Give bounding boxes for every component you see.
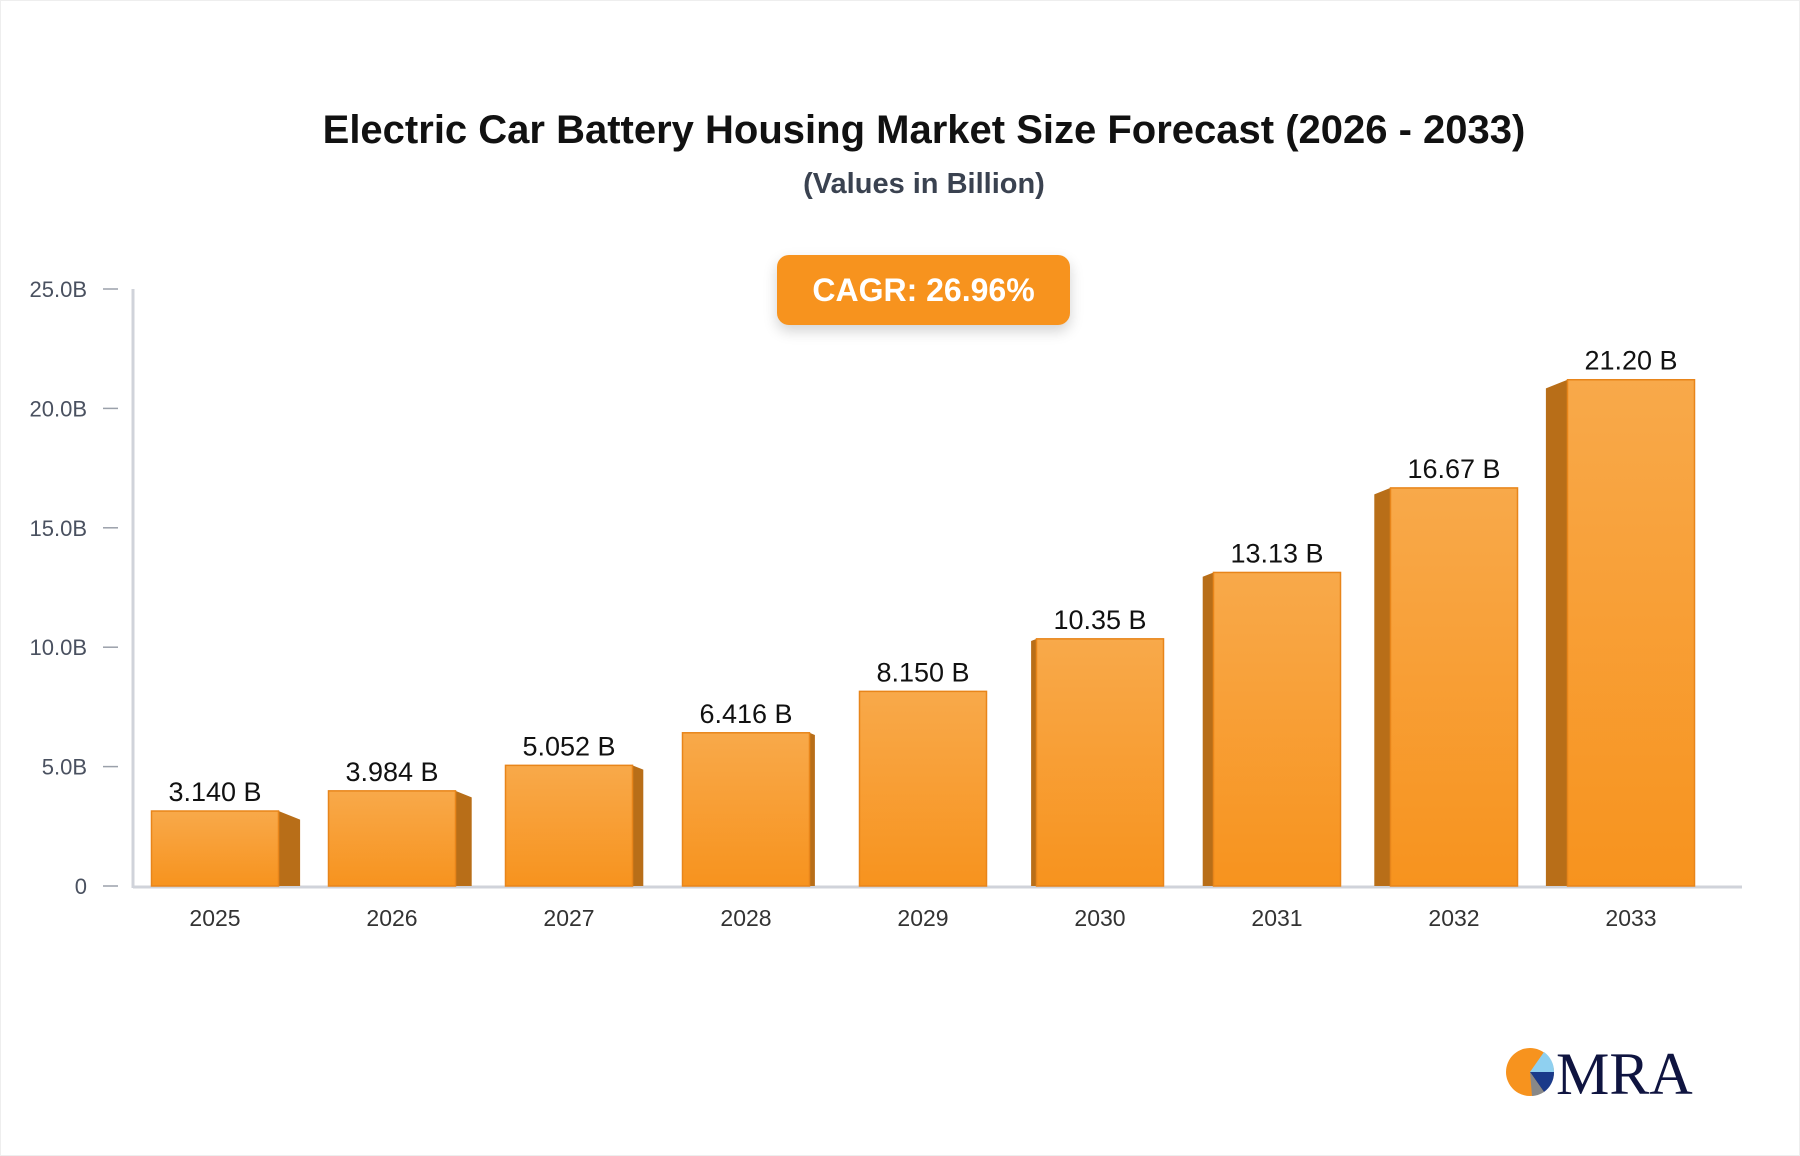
bar [1566,378,1696,887]
y-tick-label: 0 [75,874,87,899]
bar [327,790,457,887]
svg-text:MRA: MRA [1556,1041,1693,1100]
bar [150,810,280,887]
chart-subtitle: (Values in Billion) [803,168,1045,200]
bar-side [1545,379,1568,886]
y-tick-label: 10.0B [30,635,88,660]
x-tick-label: 2027 [543,905,594,931]
bar-side [278,811,301,886]
data-label: 3.140 B [168,777,261,807]
x-tick-label: 2030 [1074,905,1125,931]
data-label: 21.20 B [1584,346,1677,376]
chart-title: Electric Car Battery Housing Market Size… [322,108,1526,152]
x-tick-label: 2026 [366,905,417,931]
data-label: 8.150 B [876,657,969,687]
x-tick-label: 2031 [1251,905,1302,931]
bar-side [1031,638,1037,886]
bar [504,764,634,887]
data-label: 16.67 B [1407,454,1500,484]
mra-logo: MRA [1504,1038,1696,1107]
bar-side [1202,572,1214,886]
bar [858,690,988,887]
bar [1212,571,1342,887]
bar [681,732,811,887]
x-tick-label: 2028 [720,905,771,931]
y-tick-label: 5.0B [42,755,87,780]
y-tick-label: 15.0B [30,516,88,541]
bar-side [809,732,815,886]
bar [1035,638,1165,887]
data-label: 5.052 B [522,731,615,761]
bar-side [1374,487,1391,886]
x-tick-label: 2025 [189,905,240,931]
y-tick-label: 25.0B [30,277,88,302]
bar [1389,487,1519,887]
data-label: 6.416 B [699,699,792,729]
bar-side [632,765,644,886]
x-tick-label: 2032 [1428,905,1479,931]
data-label: 13.13 B [1230,538,1323,568]
x-tick-label: 2029 [897,905,948,931]
data-label: 10.35 B [1053,605,1146,635]
cagr-badge: CAGR: 26.96% [777,255,1070,325]
x-tick-label: 2033 [1605,905,1656,931]
data-label: 3.984 B [345,757,438,787]
y-tick-label: 20.0B [30,396,88,421]
bar-side [455,790,472,886]
